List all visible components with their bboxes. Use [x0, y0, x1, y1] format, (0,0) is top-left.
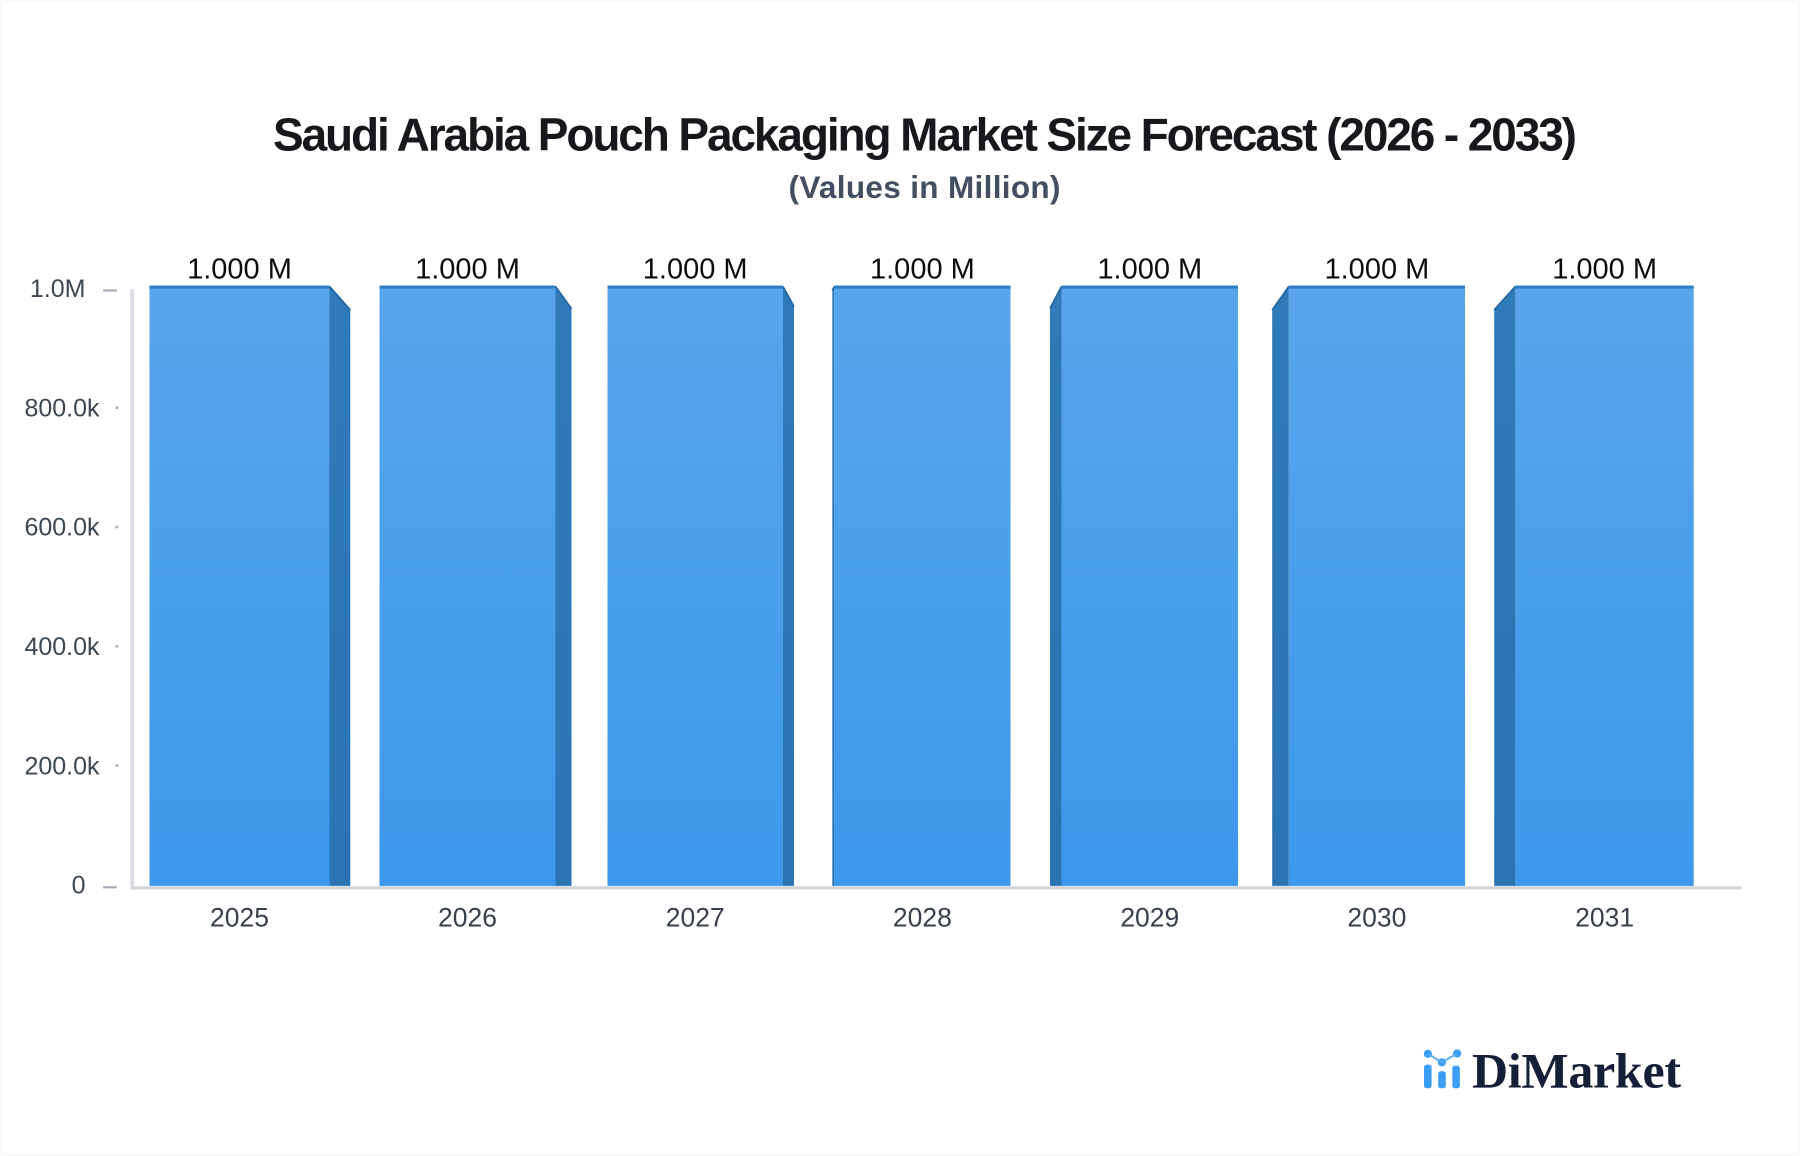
svg-text:1.000 M: 1.000 M: [187, 253, 292, 285]
svg-text:(Values in Million): (Values in Million): [789, 169, 1061, 205]
svg-text:2025: 2025: [210, 903, 269, 933]
svg-text:800.0k: 800.0k: [24, 394, 100, 422]
svg-text:0: 0: [72, 872, 86, 900]
svg-text:400.0k: 400.0k: [24, 633, 100, 661]
svg-text:1.0M: 1.0M: [30, 275, 86, 303]
svg-text:1.000 M: 1.000 M: [870, 253, 975, 285]
svg-text:200.0k: 200.0k: [24, 752, 100, 780]
svg-text:2028: 2028: [893, 903, 952, 933]
svg-text:1.000 M: 1.000 M: [1097, 253, 1202, 285]
svg-text:2026: 2026: [438, 903, 497, 933]
svg-text:1.000 M: 1.000 M: [643, 253, 748, 285]
svg-text:1.000 M: 1.000 M: [415, 253, 520, 285]
svg-text:1.000 M: 1.000 M: [1325, 253, 1430, 285]
svg-text:2027: 2027: [666, 903, 725, 933]
svg-text:2031: 2031: [1575, 903, 1634, 933]
svg-text:2029: 2029: [1120, 903, 1179, 933]
svg-text:1.000 M: 1.000 M: [1552, 253, 1657, 285]
svg-text:600.0k: 600.0k: [24, 514, 100, 542]
svg-text:2030: 2030: [1347, 903, 1406, 933]
svg-text:DiMarket: DiMarket: [1472, 1043, 1681, 1099]
svg-text:Saudi Arabia Pouch Packaging M: Saudi Arabia Pouch Packaging Market Size…: [273, 109, 1577, 161]
